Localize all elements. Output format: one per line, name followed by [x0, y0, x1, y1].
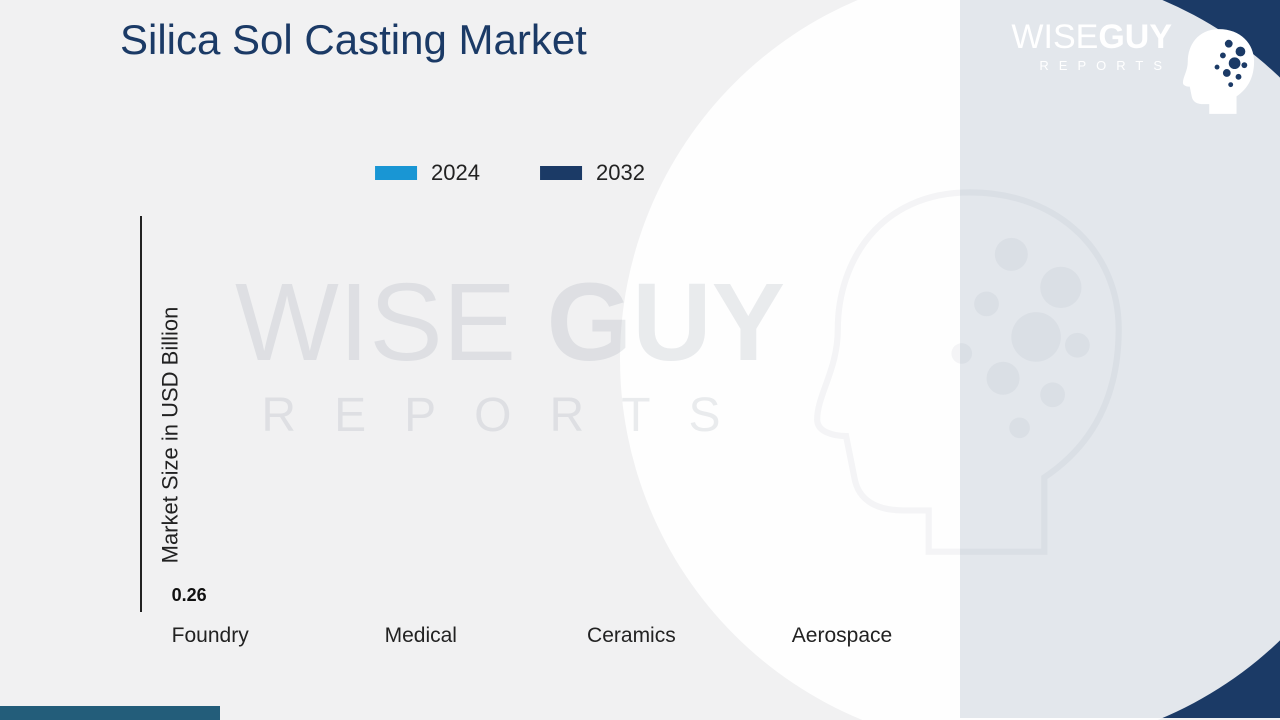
y-axis-line [140, 216, 142, 612]
brand-name-a: WISE [1011, 18, 1098, 56]
report-slide: WISEGUY REPORTS Silica Sol Casting Marke… [0, 0, 1280, 720]
legend-label: 2032 [596, 160, 645, 186]
brand-name-b: GUY [1098, 18, 1172, 56]
legend-swatch [375, 166, 417, 180]
value-label: 0.26 [172, 585, 207, 606]
legend-item: 2024 [375, 160, 480, 186]
legend-item: 2032 [540, 160, 645, 186]
chart: 20242032 Market Size in USD Billion Foun… [100, 160, 920, 660]
category-label: Medical [385, 624, 457, 648]
category-label: Foundry [172, 624, 249, 648]
legend: 2024 2032 [375, 160, 645, 186]
chart-title: Silica Sol Casting Market [120, 16, 587, 64]
category-label: Aerospace [792, 624, 892, 648]
plot-area: Foundry0.26MedicalCeramicsAerospace [140, 216, 920, 612]
footer-accent-bar [0, 706, 220, 720]
legend-swatch [540, 166, 582, 180]
brand-logo: WISEGUY REPORTS [998, 20, 1258, 73]
legend-label: 2024 [431, 160, 480, 186]
category-label: Ceramics [587, 624, 676, 648]
brain-head-icon [1180, 26, 1258, 116]
